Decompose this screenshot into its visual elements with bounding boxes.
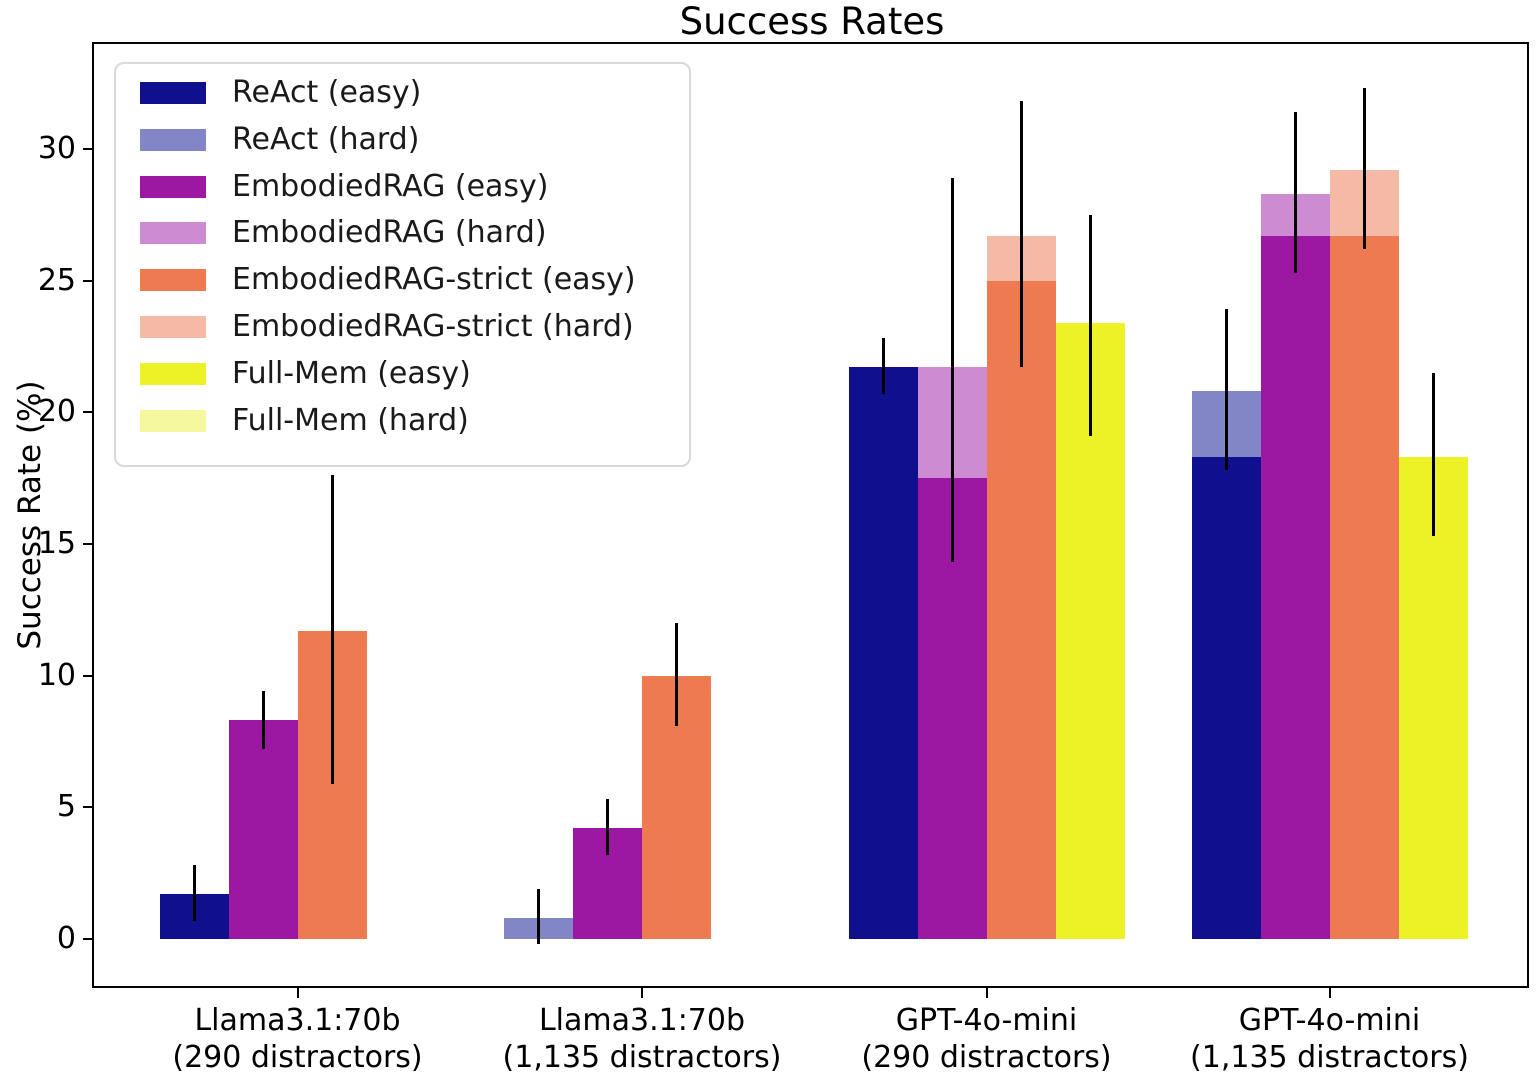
legend-item: Full-Mem (hard) [116, 402, 689, 450]
bar-embodiedrag-strict-easy [986, 280, 1056, 939]
x-axis-group-label: Llama3.1:70b (1,135 distractors) [502, 1003, 782, 1072]
legend-swatch [140, 128, 206, 151]
error-bar-embodiedrag-strict [1019, 101, 1023, 368]
legend-swatch [140, 316, 206, 338]
x-axis-group-label: GPT-4o-mini (1,135 distractors) [1190, 1003, 1469, 1072]
legend-label: EmbodiedRAG-strict (easy) [232, 262, 636, 298]
y-tick-mark [83, 938, 93, 940]
error-bar-full-mem [1088, 214, 1092, 436]
y-tick-label: 30 [37, 130, 76, 166]
x-axis-group-label: Llama3.1:70b (290 distractors) [172, 1003, 423, 1072]
legend-item: ReAct (hard) [116, 121, 689, 169]
y-tick-label: 15 [37, 525, 76, 561]
x-tick-mark [1328, 988, 1331, 998]
y-tick-mark [83, 674, 93, 677]
legend-swatch [140, 409, 206, 432]
y-tick-label: 10 [37, 657, 76, 693]
error-bar-react [1224, 309, 1228, 471]
legend-swatch [140, 222, 206, 245]
error-bar-embodiedrag [606, 799, 609, 855]
bar-embodiedrag-easy [1260, 235, 1330, 939]
error-bar-embodiedrag-strict [1362, 88, 1366, 249]
bar-embodiedrag-easy [228, 720, 298, 939]
y-tick-mark [83, 279, 93, 282]
x-tick-mark [641, 988, 643, 998]
legend-item: Full-Mem (easy) [116, 355, 689, 403]
y-tick-label: 20 [37, 394, 76, 430]
error-bar-react [537, 888, 540, 945]
legend-label: EmbodiedRAG (easy) [232, 168, 549, 204]
error-bar-embodiedrag-strict [330, 475, 334, 784]
error-bar-react [192, 865, 196, 921]
legend-label: Full-Mem (hard) [232, 402, 469, 438]
x-tick-mark [296, 988, 299, 998]
legend-swatch [140, 269, 206, 292]
error-bar-react [881, 338, 885, 394]
y-tick-mark [83, 806, 93, 809]
y-tick-mark [83, 411, 93, 414]
x-tick-mark [985, 988, 988, 998]
legend-label: ReAct (easy) [232, 75, 422, 110]
legend-item: EmbodiedRAG (hard) [116, 215, 689, 262]
legend: ReAct (easy) ReAct (hard) EmbodiedRAG (eas… [114, 62, 691, 467]
legend-swatch [140, 362, 206, 385]
legend-label: Full-Mem (easy) [232, 355, 471, 391]
legend-swatch [140, 82, 206, 104]
legend-swatch [140, 175, 206, 198]
error-bar-embodiedrag [1293, 111, 1297, 273]
bar-react-easy [1191, 456, 1261, 939]
legend-item: EmbodiedRAG-strict (easy) [116, 262, 689, 309]
legend-item: ReAct (easy) [116, 75, 689, 122]
legend-item: EmbodiedRAG (easy) [116, 168, 689, 216]
y-tick-label: 5 [56, 789, 76, 825]
x-axis-group-label: GPT-4o-mini (290 distractors) [861, 1003, 1112, 1072]
bar-embodiedrag-strict-easy [1329, 235, 1399, 939]
y-tick-label: 25 [37, 262, 76, 298]
error-bar-embodiedrag [950, 177, 954, 563]
legend-label: EmbodiedRAG-strict (hard) [232, 309, 634, 344]
legend-label: ReAct (hard) [232, 121, 420, 157]
chart-title: Success Rates [679, 0, 945, 43]
y-tick-label: 0 [56, 921, 76, 956]
legend-item: EmbodiedRAG-strict (hard) [116, 309, 689, 356]
error-bar-embodiedrag [261, 691, 265, 750]
y-tick-mark [83, 542, 93, 545]
bar-react-easy [848, 367, 918, 939]
error-bar-embodiedrag-strict [675, 622, 678, 726]
legend-label: EmbodiedRAG (hard) [232, 215, 547, 251]
y-tick-mark [83, 147, 93, 150]
bar-full-mem-easy [1398, 456, 1468, 939]
error-bar-full-mem [1431, 372, 1435, 536]
